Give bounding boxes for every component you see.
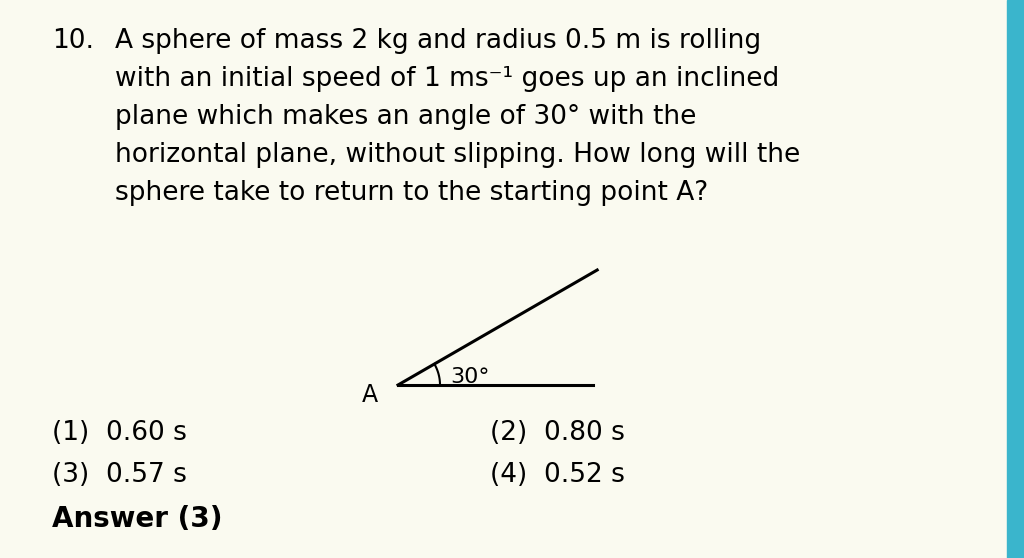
Text: (2)  0.80 s: (2) 0.80 s xyxy=(490,420,625,446)
Text: (1)  0.60 s: (1) 0.60 s xyxy=(52,420,186,446)
Text: plane which makes an angle of 30° with the: plane which makes an angle of 30° with t… xyxy=(115,104,696,130)
Text: (4)  0.52 s: (4) 0.52 s xyxy=(490,462,625,488)
Text: Answer (3): Answer (3) xyxy=(52,505,222,533)
Text: 30°: 30° xyxy=(450,367,489,387)
Bar xyxy=(1007,0,1024,558)
Text: A: A xyxy=(361,383,378,407)
Text: A sphere of mass 2 kg and radius 0.5 m is rolling: A sphere of mass 2 kg and radius 0.5 m i… xyxy=(115,28,761,54)
Text: 10.: 10. xyxy=(52,28,94,54)
Text: with an initial speed of 1 ms⁻¹ goes up an inclined: with an initial speed of 1 ms⁻¹ goes up … xyxy=(115,66,779,92)
Text: horizontal plane, without slipping. How long will the: horizontal plane, without slipping. How … xyxy=(115,142,800,168)
Text: (3)  0.57 s: (3) 0.57 s xyxy=(52,462,186,488)
Text: sphere take to return to the starting point A?: sphere take to return to the starting po… xyxy=(115,180,709,206)
